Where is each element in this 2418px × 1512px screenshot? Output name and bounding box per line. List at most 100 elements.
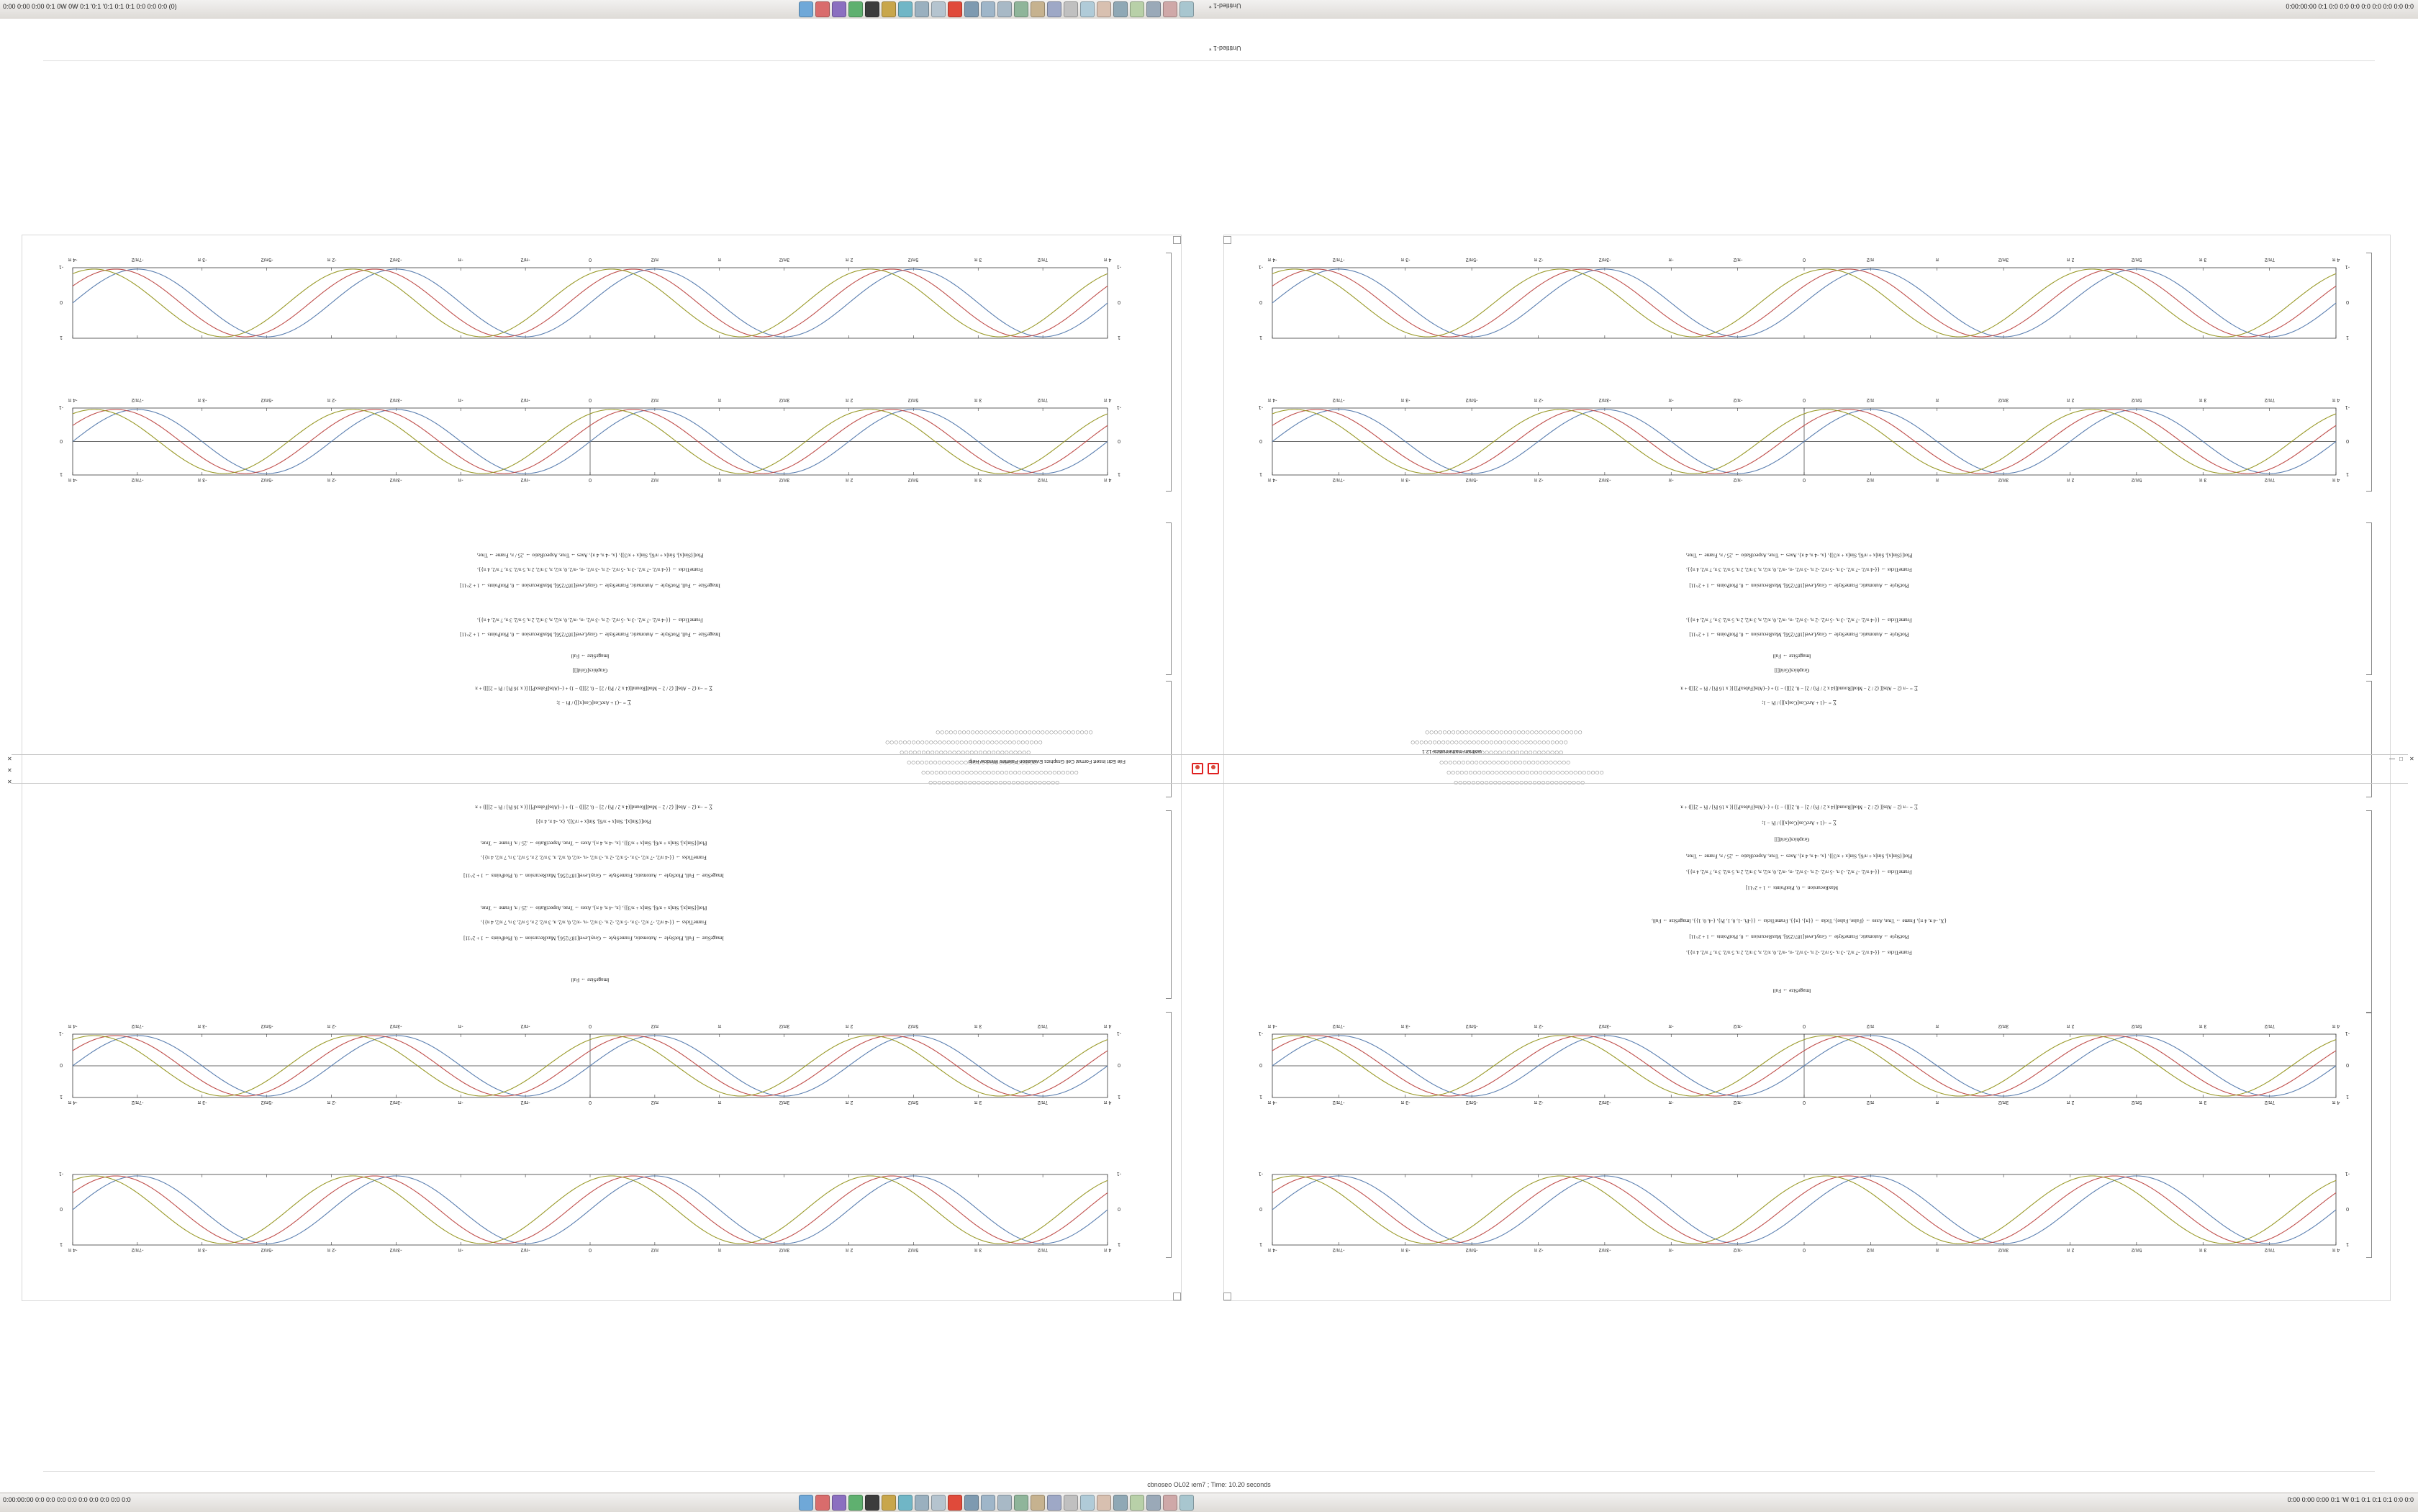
code-expr-right-2[interactable]: ∑ = −(1 + ArcCos[Cos[x]]) / Pi − 1;	[1762, 700, 1837, 706]
mail-icon[interactable]	[931, 1, 946, 17]
editor-icon-b[interactable]	[898, 1495, 913, 1511]
cell-bracket-left-2[interactable]	[1166, 522, 1172, 675]
code-line-tr-1[interactable]: Plot[{Sin[x], Sin[x + π/6], Sin[x + π/3]…	[1685, 552, 1913, 558]
calc-icon-b[interactable]	[981, 1495, 995, 1511]
media-icon[interactable]	[832, 1, 846, 17]
code-line-tl-9[interactable]: Plot[{Sin[x], Sin[x + π/6], Sin[x + π/3]…	[480, 905, 707, 911]
cell-bracket-right-5[interactable]	[2366, 1012, 2372, 1258]
notes-icon-b[interactable]	[964, 1495, 979, 1511]
code-line-tl-1[interactable]: Plot[{Sin[x], Sin[x + π/6], Sin[x + π/3]…	[476, 552, 704, 558]
console-icon[interactable]	[865, 1, 879, 17]
code-line-tr-11[interactable]: FrameTicks → {{-4 π/2, -7 π/2, -3 π, -5 …	[1686, 949, 1912, 956]
folder-icon-b[interactable]	[882, 1495, 896, 1511]
notes-icon[interactable]	[964, 1, 979, 17]
network-icon[interactable]	[1047, 1, 1061, 17]
plot-second-right[interactable]: -4 π -4 π -7π/2 -7π/2 -3 π -3 π -5π/2 -5π/2 -2 π…	[1254, 397, 2355, 486]
misc-icon[interactable]	[1064, 1, 1078, 17]
console-icon-b[interactable]	[865, 1495, 879, 1511]
store-icon[interactable]	[1163, 1, 1177, 17]
maximize-icon-left[interactable]: ✕	[7, 779, 12, 785]
files-icon[interactable]	[799, 1, 813, 17]
resize-handle-br[interactable]	[1223, 1293, 1231, 1300]
cell-bracket-left-5[interactable]	[1166, 1012, 1172, 1258]
code-line-tr-6[interactable]: Plot[{Sin[x], Sin[x + π/6], Sin[x + π/3]…	[1685, 853, 1913, 859]
code-line-tl-4[interactable]: FrameTicks → {{-4 π/2, -7 π/2, -3 π, -5 …	[477, 617, 703, 623]
code-expr-right-1[interactable]: ∑ = −π (2 − Abs[[ (2 / 2 − Mod[Round[(4 …	[1680, 685, 1918, 692]
code-line-tr-4[interactable]: FrameTicks → {{-4 π/2, -7 π/2, -3 π, -5 …	[1686, 617, 1912, 623]
code-line-tr-9[interactable]: {X, -4 π, 4 π}, Frame → True, Axes → {Fa…	[1652, 918, 1947, 924]
cloud-icon-b[interactable]	[1113, 1495, 1128, 1511]
error-badge-2[interactable]	[1208, 763, 1219, 774]
docs-icon[interactable]	[1130, 1, 1144, 17]
plot-bottom-left[interactable]: -4 π -7π/2 -3 π -5π/2 -2 π -3π/2 -π -π/2 0 π/2 π 3π…	[54, 1163, 1126, 1257]
code-line-tr-5[interactable]: PlotStyle → Automatic, FrameStyle → Gray…	[1689, 631, 1909, 638]
plot-third-right[interactable]: -4 π -4 π -7π/2 -7π/2 -3 π -3 π -5π/2 -5π/2 -2 π…	[1254, 1023, 2355, 1109]
network-icon-b[interactable]	[1047, 1495, 1061, 1511]
top-taskbar[interactable]: 0:00 0:00 0:00 0:1 0W 0W 0:1 '0:1 '0:1 0…	[0, 0, 2418, 19]
misc-icon-b[interactable]	[1064, 1495, 1078, 1511]
help-icon[interactable]	[1179, 1, 1194, 17]
chat-icon-b[interactable]	[1080, 1495, 1095, 1511]
video-icon[interactable]	[1146, 1, 1161, 17]
cell-bracket-right-4[interactable]	[2366, 810, 2372, 1013]
code-expr-right-3[interactable]: ∑ = −π (2 − Abs[[ (2 / 2 − Mod[Round[(4 …	[1680, 804, 1918, 810]
cell-bracket-right-3[interactable]	[2366, 681, 2372, 797]
code-expr-left-1[interactable]: ∑ = −π (2 − Abs[[ (2 / 2 − Mod[Round[(4 …	[475, 685, 712, 692]
settings-icon[interactable]	[915, 1, 929, 17]
terminal-icon[interactable]	[848, 1, 863, 17]
code-expr-left-3[interactable]: ∑ = −π (2 − Abs[[ (2 / 2 − Mod[Round[(4 …	[475, 804, 712, 810]
recording-icon-b[interactable]	[948, 1495, 962, 1511]
media-icon-b[interactable]	[832, 1495, 846, 1511]
plot-third-left[interactable]: -4 π -4 π -7π/2 -7π/2 -3 π -3 π -5π/2 -5π/2 -2 π…	[54, 1023, 1126, 1109]
code-line-tl-5[interactable]: ImageSize → Full, PlotStyle → Automatic,…	[460, 631, 720, 638]
store-icon-b[interactable]	[1163, 1495, 1177, 1511]
code-line-tl-10[interactable]: FrameTicks → {{-4 π/2, -7 π/2, -3 π, -5 …	[481, 919, 707, 925]
archive-icon-b[interactable]	[1031, 1495, 1045, 1511]
plot-top-right[interactable]: -4 π -7π/2 -3 π -5π/2 -2 π -3π/2 -π -π/2 0 π/2 π 3π…	[1254, 256, 2355, 350]
minimize-icon-left[interactable]: ✕	[7, 767, 12, 774]
code-line-tr-8[interactable]: MaxRecursion → 0, PlotPoints → 1 + 2^11]	[1745, 884, 1839, 891]
recording-icon[interactable]	[948, 1, 962, 17]
music-icon[interactable]	[1014, 1, 1028, 17]
cell-bracket-right-1[interactable]	[2366, 253, 2372, 492]
top-taskbar-icons[interactable]	[799, 1, 1194, 17]
cell-bracket-right-2[interactable]	[2366, 522, 2372, 675]
cell-bracket-left-1[interactable]	[1166, 253, 1172, 492]
music-icon-b[interactable]	[1014, 1495, 1028, 1511]
resize-handle-tr[interactable]	[1223, 236, 1231, 244]
terminal-icon-b[interactable]	[848, 1495, 863, 1511]
plot-second-left[interactable]: -4 π -4 π -7π/2 -7π/2 -3 π -3 π -5π/2 -5π/2 -2 π…	[54, 397, 1126, 486]
calc-icon[interactable]	[981, 1, 995, 17]
code-line-tr-10[interactable]: PlotStyle → Automatic, FrameStyle → Gray…	[1689, 933, 1909, 940]
code-line-tl-7[interactable]: FrameTicks → {{-4 π/2, -7 π/2, -3 π, -5 …	[481, 854, 707, 861]
resize-handle-tl[interactable]	[1173, 236, 1181, 244]
cell-bracket-left-3[interactable]	[1166, 681, 1172, 797]
error-badge-1[interactable]	[1192, 763, 1203, 774]
image-icon[interactable]	[997, 1, 1012, 17]
code-line-tl-2[interactable]: FrameTicks → {{-4 π/2, -7 π/2, -3 π, -5 …	[477, 566, 703, 573]
code-line-tl-8[interactable]: ImageSize → Full, PlotStyle → Automatic,…	[463, 872, 724, 879]
paint-icon-b[interactable]	[1097, 1495, 1111, 1511]
mail-icon-b[interactable]	[931, 1495, 946, 1511]
restore-icon-right[interactable]: □	[2399, 756, 2403, 762]
editor-icon[interactable]	[898, 1, 913, 17]
code-line-tr-7[interactable]: FrameTicks → {{-4 π/2, -7 π/2, -3 π, -5 …	[1686, 869, 1912, 875]
code-line-tl-3[interactable]: ImageSize → Full, PlotStyle → Automatic,…	[460, 582, 720, 589]
code-line-tr-2[interactable]: FrameTicks → {{-4 π/2, -7 π/2, -3 π, -5 …	[1686, 566, 1912, 573]
folder-icon[interactable]	[882, 1, 896, 17]
close-icon-left[interactable]: ✕	[7, 756, 12, 762]
settings-icon-b[interactable]	[915, 1495, 929, 1511]
plot-top-left[interactable]: -4 π -7π/2 -3 π -5π/2 -2 π -3π/2 -π -π/2 0 π/2 π 3π…	[54, 256, 1126, 350]
cell-bracket-left-4[interactable]	[1166, 810, 1172, 999]
quit-icon-right[interactable]: ✕	[2409, 756, 2414, 762]
image-icon-b[interactable]	[997, 1495, 1012, 1511]
code-line-tl-11[interactable]: ImageSize → Full, PlotStyle → Automatic,…	[463, 935, 724, 941]
paint-icon[interactable]	[1097, 1, 1111, 17]
code-line-tr-3[interactable]: PlotStyle → Automatic, FrameStyle → Gray…	[1689, 582, 1909, 589]
files-icon-b[interactable]	[799, 1495, 813, 1511]
close-icon-right[interactable]: —	[2389, 756, 2395, 762]
code-expr-right-4[interactable]: ∑ = −(1 + ArcCos[Cos[x]]) / Pi − 1;	[1762, 820, 1837, 826]
bottom-taskbar-icons[interactable]	[799, 1495, 1194, 1511]
archive-icon[interactable]	[1031, 1, 1045, 17]
bottom-taskbar[interactable]: 0:00:00:00 0:0 0:0 0:0 0:0 0:0 0:0 0:0 0…	[0, 1493, 2418, 1512]
